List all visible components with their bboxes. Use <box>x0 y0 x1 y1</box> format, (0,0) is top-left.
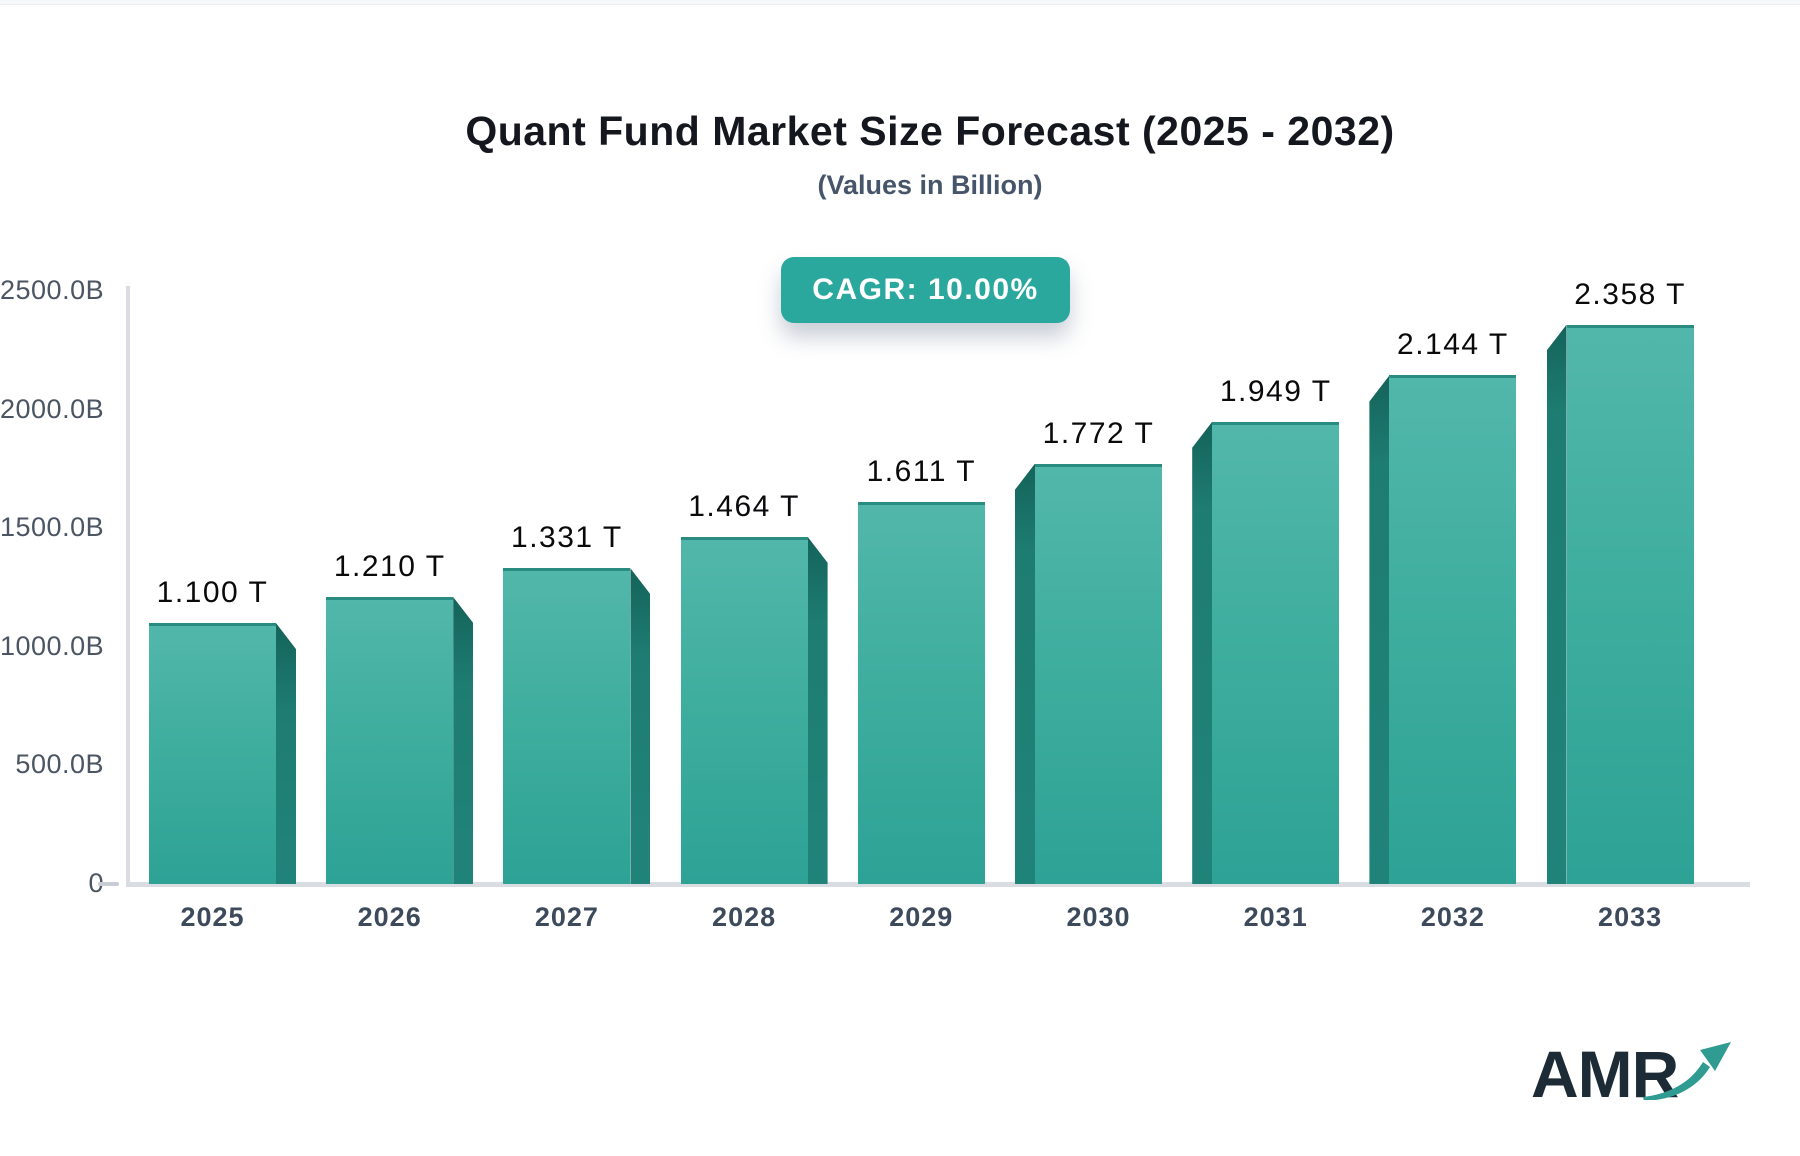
bar-2031 <box>1212 421 1340 884</box>
top-edge-strip <box>0 0 1800 5</box>
bar-2030 <box>1035 463 1162 884</box>
y-axis-tick-label: 1500.0B <box>0 512 105 543</box>
y-axis-line <box>126 286 130 887</box>
bar-value-label-2030: 1.772 T <box>1042 416 1155 450</box>
y-axis-tick-label: 2000.0B <box>0 393 105 424</box>
y-axis-tick-label: 500.0B <box>15 749 104 780</box>
bar-2029 <box>857 501 985 884</box>
bar-value-label-2032: 2.144 T <box>1397 328 1509 362</box>
bar-2026-side-face <box>453 596 474 884</box>
x-axis-year-label-2028: 2028 <box>712 902 777 932</box>
bar-2030-side-face <box>1015 463 1035 884</box>
bar-value-label-2028: 1.464 T <box>688 489 800 523</box>
y-axis-tick-label: 2500.0B <box>0 275 105 305</box>
x-axis-year-label-2031: 2031 <box>1243 902 1308 932</box>
x-axis-year-label-2025: 2025 <box>180 902 245 932</box>
bar-2028-side-face <box>807 536 828 884</box>
y-axis-tick-label: 0 <box>88 868 104 898</box>
bar-2031-side-face <box>1192 421 1213 884</box>
bar-value-label-2029: 1.611 T <box>866 454 977 488</box>
bar-2033-side-face <box>1546 324 1567 884</box>
x-axis-year-label-2033: 2033 <box>1598 902 1663 932</box>
bar-value-label-2026: 1.210 T <box>333 549 446 583</box>
chart-subtitle: (Values in Billion) <box>817 170 1043 200</box>
bar-value-label-2031: 1.949 T <box>1219 374 1332 408</box>
bar-2028 <box>680 536 808 884</box>
bar-2032-side-face <box>1369 375 1390 884</box>
bar-2025 <box>149 623 276 884</box>
x-axis-baseline <box>126 882 1750 887</box>
bar-2033 <box>1566 324 1694 884</box>
chart-title: Quant Fund Market Size Forecast (2025 - … <box>465 108 1395 154</box>
growth-arrow-icon <box>1643 1042 1731 1100</box>
bar-value-label-2027: 1.331 T <box>511 521 623 555</box>
x-axis-year-label-2029: 2029 <box>889 902 954 932</box>
bar-2026 <box>326 596 454 884</box>
x-axis-year-label-2026: 2026 <box>357 902 422 932</box>
x-axis-year-label-2032: 2032 <box>1420 902 1485 932</box>
bar-2032 <box>1389 375 1517 884</box>
bar-value-label-2033: 2.358 T <box>1574 277 1686 311</box>
bar-2027-side-face <box>630 568 651 884</box>
cagr-badge: CAGR: 10.00% <box>781 257 1070 323</box>
bar-2025-side-face <box>276 623 296 884</box>
bar-2027 <box>503 568 631 884</box>
y-axis-tick-label: 1000.0B <box>0 630 105 661</box>
zero-tick-mark <box>98 882 119 886</box>
bar-value-label-2025: 1.100 T <box>156 576 269 610</box>
x-axis-year-label-2027: 2027 <box>534 902 599 932</box>
amr-logo: AMR <box>1531 1036 1731 1111</box>
x-axis-year-label-2030: 2030 <box>1066 902 1131 932</box>
